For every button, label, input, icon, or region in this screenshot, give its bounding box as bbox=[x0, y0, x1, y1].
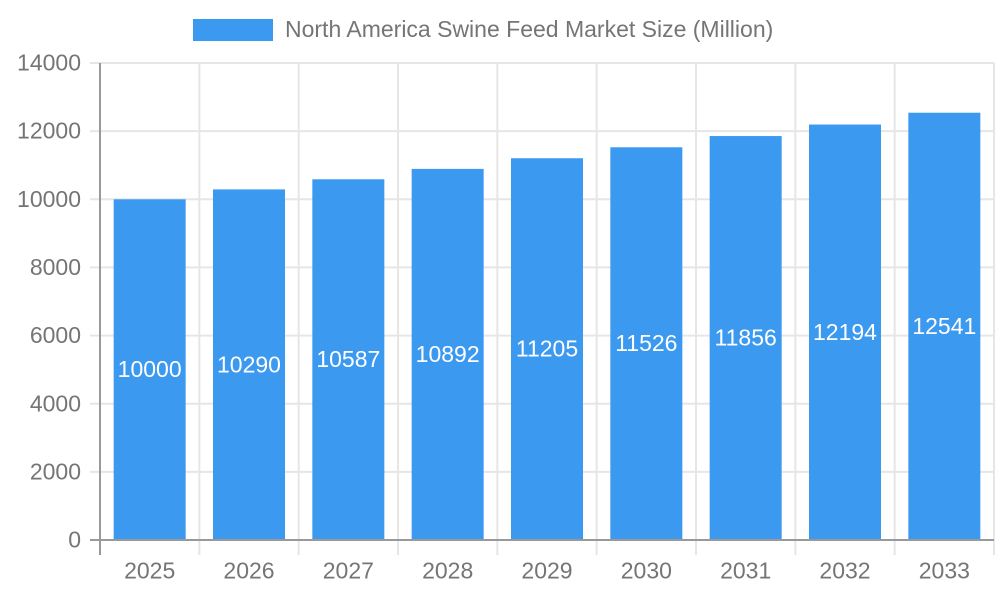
bar-2033[interactable] bbox=[908, 112, 981, 541]
bar-value-label: 10892 bbox=[416, 341, 480, 367]
bar-value-label: 12541 bbox=[912, 313, 976, 339]
bar-2031[interactable] bbox=[709, 136, 782, 541]
bar-2026[interactable] bbox=[213, 189, 285, 540]
bar-value-label: 12194 bbox=[813, 319, 877, 345]
chart-legend[interactable]: North America Swine Feed Market Size (Mi… bbox=[193, 18, 773, 41]
y-axis-tick-label: 0 bbox=[68, 527, 81, 553]
x-axis-tick-label: 2026 bbox=[223, 558, 274, 584]
bar-value-label: 10587 bbox=[316, 346, 380, 372]
x-axis-tick-label: 2027 bbox=[323, 558, 374, 584]
bar-value-label: 11526 bbox=[615, 330, 677, 356]
x-axis-tick-label: 2030 bbox=[621, 558, 672, 584]
bar-value-label: 10290 bbox=[217, 351, 281, 377]
bar-value-label: 10000 bbox=[118, 356, 182, 382]
bar-2030[interactable] bbox=[610, 147, 683, 540]
bar-2027[interactable] bbox=[312, 179, 385, 541]
x-axis-tick-label: 2028 bbox=[422, 558, 473, 584]
bar-2029[interactable] bbox=[511, 158, 583, 540]
bar-value-label: 11205 bbox=[516, 336, 578, 362]
x-axis-tick-label: 2029 bbox=[521, 558, 572, 584]
y-axis-tick-label: 8000 bbox=[30, 254, 81, 280]
y-axis-tick-label: 6000 bbox=[30, 322, 81, 348]
y-axis-tick-label: 4000 bbox=[30, 390, 81, 416]
x-axis-tick-label: 2032 bbox=[819, 558, 870, 584]
x-axis-tick-label: 2025 bbox=[124, 558, 175, 584]
bar-2028[interactable] bbox=[411, 168, 484, 541]
y-axis-tick-label: 12000 bbox=[17, 118, 81, 144]
x-axis-tick-label: 2033 bbox=[919, 558, 970, 584]
bar-2032[interactable] bbox=[809, 124, 881, 541]
y-axis-tick-label: 10000 bbox=[17, 186, 81, 212]
bar-value-label: 11856 bbox=[715, 325, 777, 351]
legend-label: North America Swine Feed Market Size (Mi… bbox=[285, 16, 774, 42]
y-axis-tick-label: 2000 bbox=[30, 458, 81, 484]
x-axis-tick-label: 2031 bbox=[720, 558, 771, 584]
y-axis-tick-label: 14000 bbox=[17, 50, 81, 76]
bar-2025[interactable] bbox=[113, 199, 186, 541]
legend-swatch bbox=[193, 18, 273, 41]
